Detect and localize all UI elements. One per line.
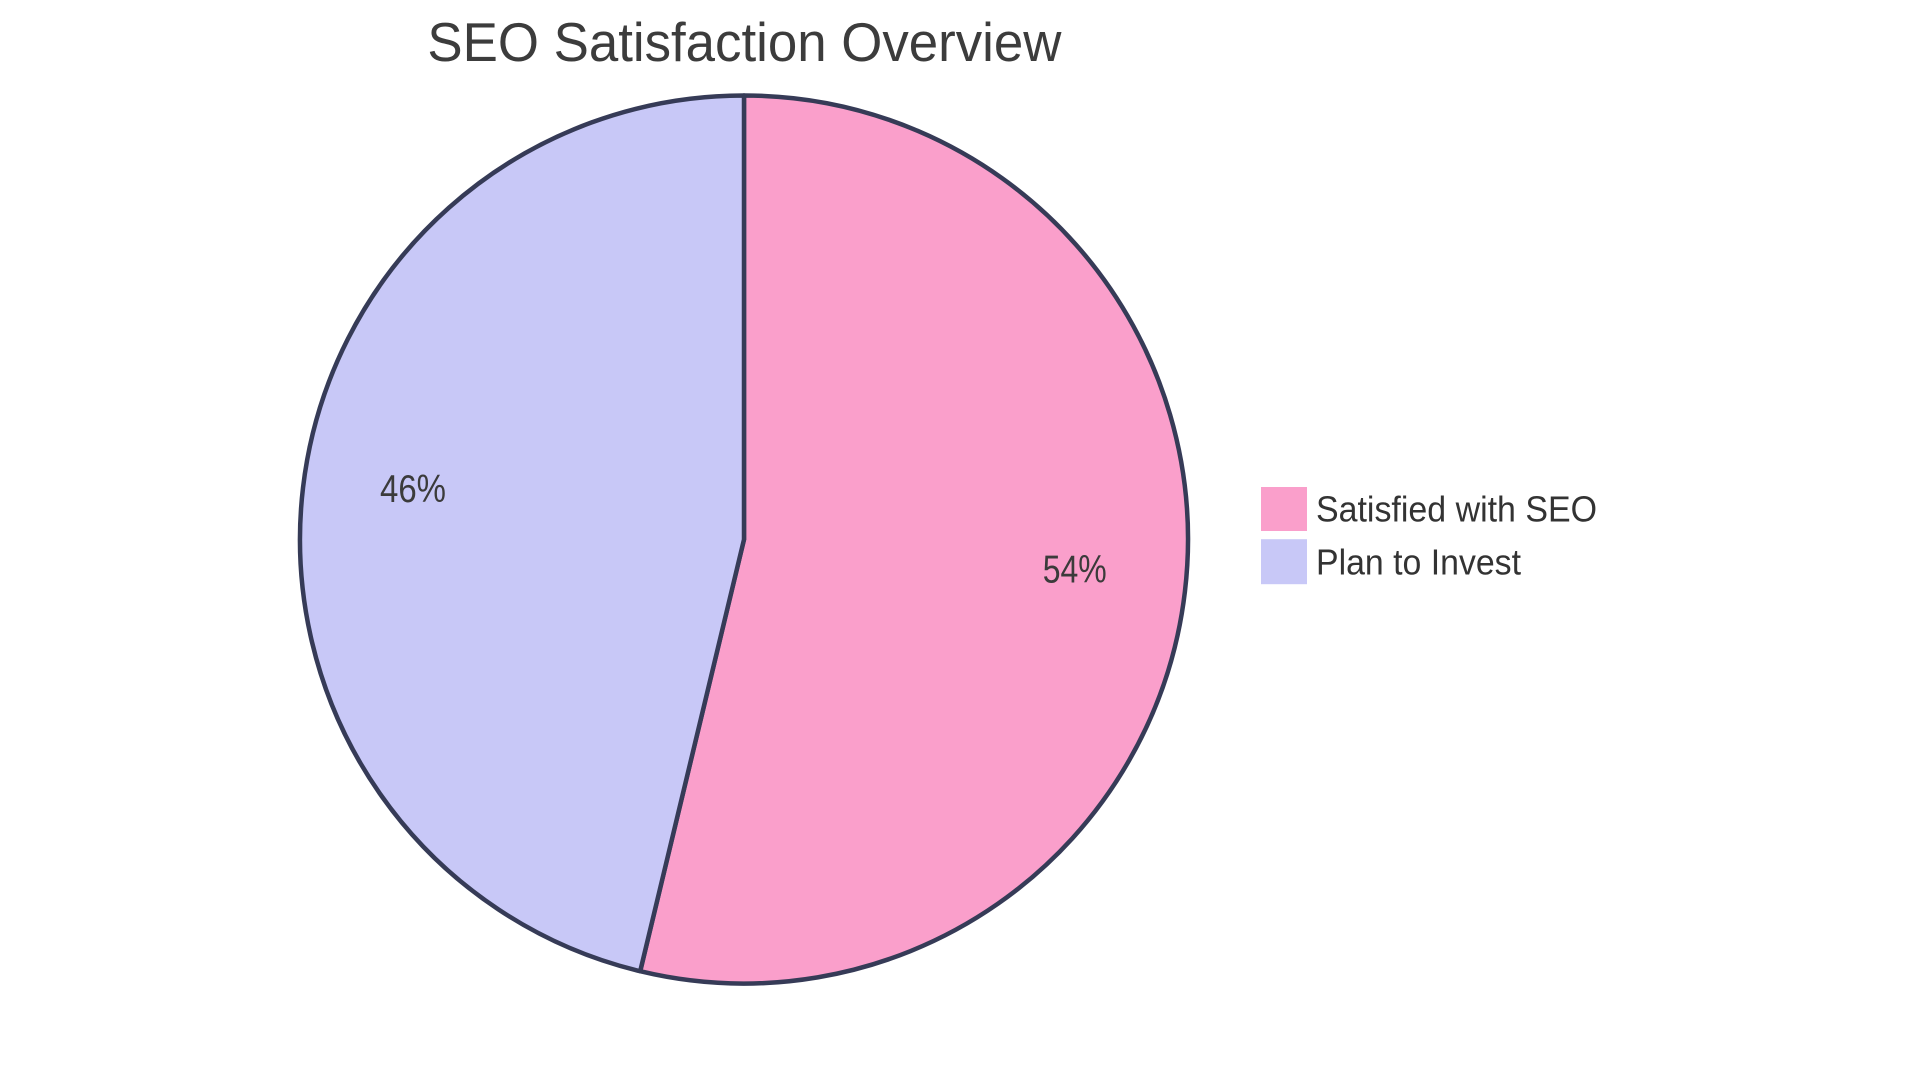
svg-text:SEO Satisfaction Overview: SEO Satisfaction Overview xyxy=(427,11,1061,73)
svg-text:46%: 46% xyxy=(380,468,446,511)
svg-text:54%: 54% xyxy=(1043,548,1107,591)
svg-text:Satisfied with SEO: Satisfied with SEO xyxy=(1316,489,1597,530)
svg-text:Plan to Invest: Plan to Invest xyxy=(1316,542,1521,583)
